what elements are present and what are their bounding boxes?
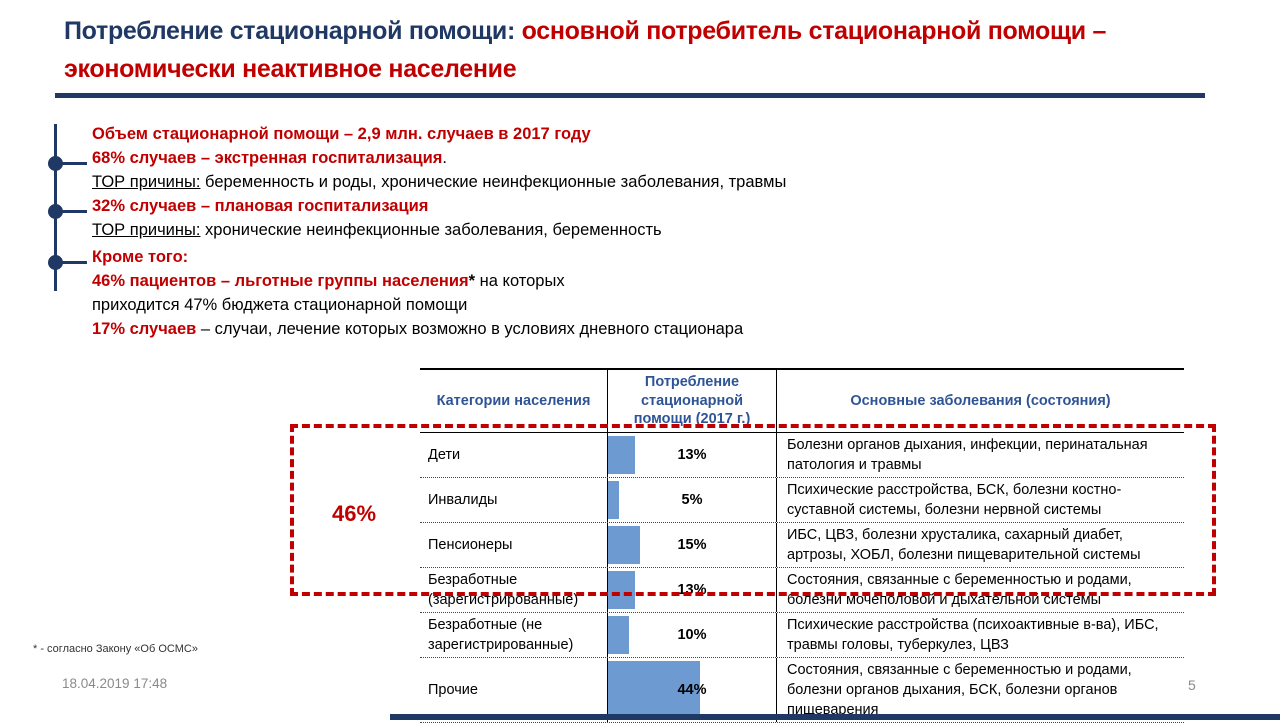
- bullet-tick-1: [61, 162, 87, 165]
- consumption-cell: 44%: [607, 657, 777, 722]
- daycare-line: 17% случаев – случаи, лечение которых во…: [92, 320, 744, 338]
- percent-label: 13%: [677, 446, 707, 463]
- consumption-bar: [608, 660, 701, 719]
- category-cell: Безработные (зарегистрированные): [428, 571, 579, 608]
- besides-line: Кроме того:: [92, 248, 189, 266]
- benefit-line-2: приходится 47% бюджета стационарной помо…: [92, 296, 468, 314]
- percent-label: 5%: [681, 491, 703, 508]
- highlight-percent-label: 46%: [331, 501, 377, 526]
- consumption-cell: 15%: [607, 522, 777, 567]
- percent-label: 44%: [677, 681, 707, 698]
- footnote: * - согласно Закону «Об ОСМС»: [33, 643, 198, 655]
- page-title: Потребление стационарной помощи: основно…: [64, 12, 1214, 88]
- bottom-accent-bar: [390, 714, 1280, 720]
- category-cell: Инвалиды: [428, 491, 498, 508]
- table-row: Безработные (зарегистрированные) 13% Сос…: [420, 566, 1184, 612]
- table-header-row: Категории населения Потребление стациона…: [420, 370, 1184, 433]
- percent-label: 10%: [677, 626, 707, 643]
- summary-block: Объем стационарной помощи – 2,9 млн. слу…: [92, 122, 1092, 341]
- diseases-cell: Болезни органов дыхания, инфекции, перин…: [787, 436, 1148, 473]
- diseases-cell: Психические расстройства, БСК, болезни к…: [787, 481, 1122, 518]
- percent-label: 15%: [677, 536, 707, 553]
- planned-line: 32% случаев – плановая госпитализация: [92, 197, 429, 215]
- title-navy-part: Потребление стационарной помощи:: [64, 17, 522, 45]
- consumption-bar: [608, 570, 636, 609]
- diseases-cell: ИБС, ЦВЗ, болезни хрусталика, сахарный д…: [787, 526, 1141, 563]
- planned-causes-line: ТОР причины: хронические неинфекционные …: [92, 221, 662, 239]
- category-cell: Дети: [428, 446, 461, 463]
- bullet-tick-3: [61, 261, 87, 264]
- table-body: Дети 13% Болезни органов дыхания, инфекц…: [420, 432, 1184, 723]
- footer-datetime: 18.04.2019 17:48: [62, 676, 168, 691]
- category-cell: Прочие: [428, 681, 478, 698]
- percent-label: 13%: [677, 581, 707, 598]
- consumption-cell: 10%: [607, 612, 777, 657]
- header-consumption: Потребление стационарной помощи (2017 г.…: [607, 370, 777, 432]
- consumption-cell: 5%: [607, 477, 777, 522]
- volume-line: Объем стационарной помощи – 2,9 млн. слу…: [92, 125, 591, 143]
- consumption-table: Категории населения Потребление стациона…: [420, 368, 1184, 723]
- consumption-cell: 13%: [607, 432, 777, 477]
- table-row: Прочие 44% Состояния, связанные с береме…: [420, 656, 1184, 723]
- bullet-marker-3: [48, 255, 63, 270]
- consumption-bar: [608, 525, 640, 564]
- bullet-tick-2: [61, 210, 87, 213]
- bullet-marker-1: [48, 156, 63, 171]
- emergency-causes-line: ТОР причины: беременность и роды, хронич…: [92, 173, 787, 191]
- page-number: 5: [1188, 677, 1196, 693]
- diseases-cell: Состояния, связанные с беременностью и р…: [787, 661, 1132, 718]
- header-diseases: Основные заболевания (состояния): [850, 392, 1111, 409]
- category-cell: Безработные (не зарегистрированные): [428, 616, 574, 653]
- benefit-line: 46% пациентов – льготные группы населени…: [92, 272, 565, 290]
- consumption-cell: 13%: [607, 567, 777, 612]
- title-red-part-1: основной потребитель стационарной помощи…: [521, 17, 1107, 45]
- table-row: Безработные (не зарегистрированные) 10% …: [420, 611, 1184, 657]
- bullet-marker-2: [48, 204, 63, 219]
- consumption-bar: [608, 480, 619, 519]
- header-categories: Категории населения: [436, 392, 591, 409]
- diseases-cell: Состояния, связанные с беременностью и р…: [787, 571, 1132, 608]
- table-row: Инвалиды 5% Психические расстройства, БС…: [420, 476, 1184, 522]
- consumption-bar: [608, 435, 636, 474]
- title-red-part-2: экономически неактивное население: [64, 55, 517, 83]
- emergency-line: 68% случаев – экстренная госпитализация.: [92, 149, 447, 167]
- title-underline: [55, 93, 1205, 98]
- table-row: Пенсионеры 15% ИБС, ЦВЗ, болезни хрустал…: [420, 521, 1184, 567]
- table-row: Дети 13% Болезни органов дыхания, инфекц…: [420, 432, 1184, 477]
- consumption-bar: [608, 615, 629, 654]
- category-cell: Пенсионеры: [428, 536, 513, 553]
- diseases-cell: Психические расстройства (психоактивные …: [787, 616, 1159, 653]
